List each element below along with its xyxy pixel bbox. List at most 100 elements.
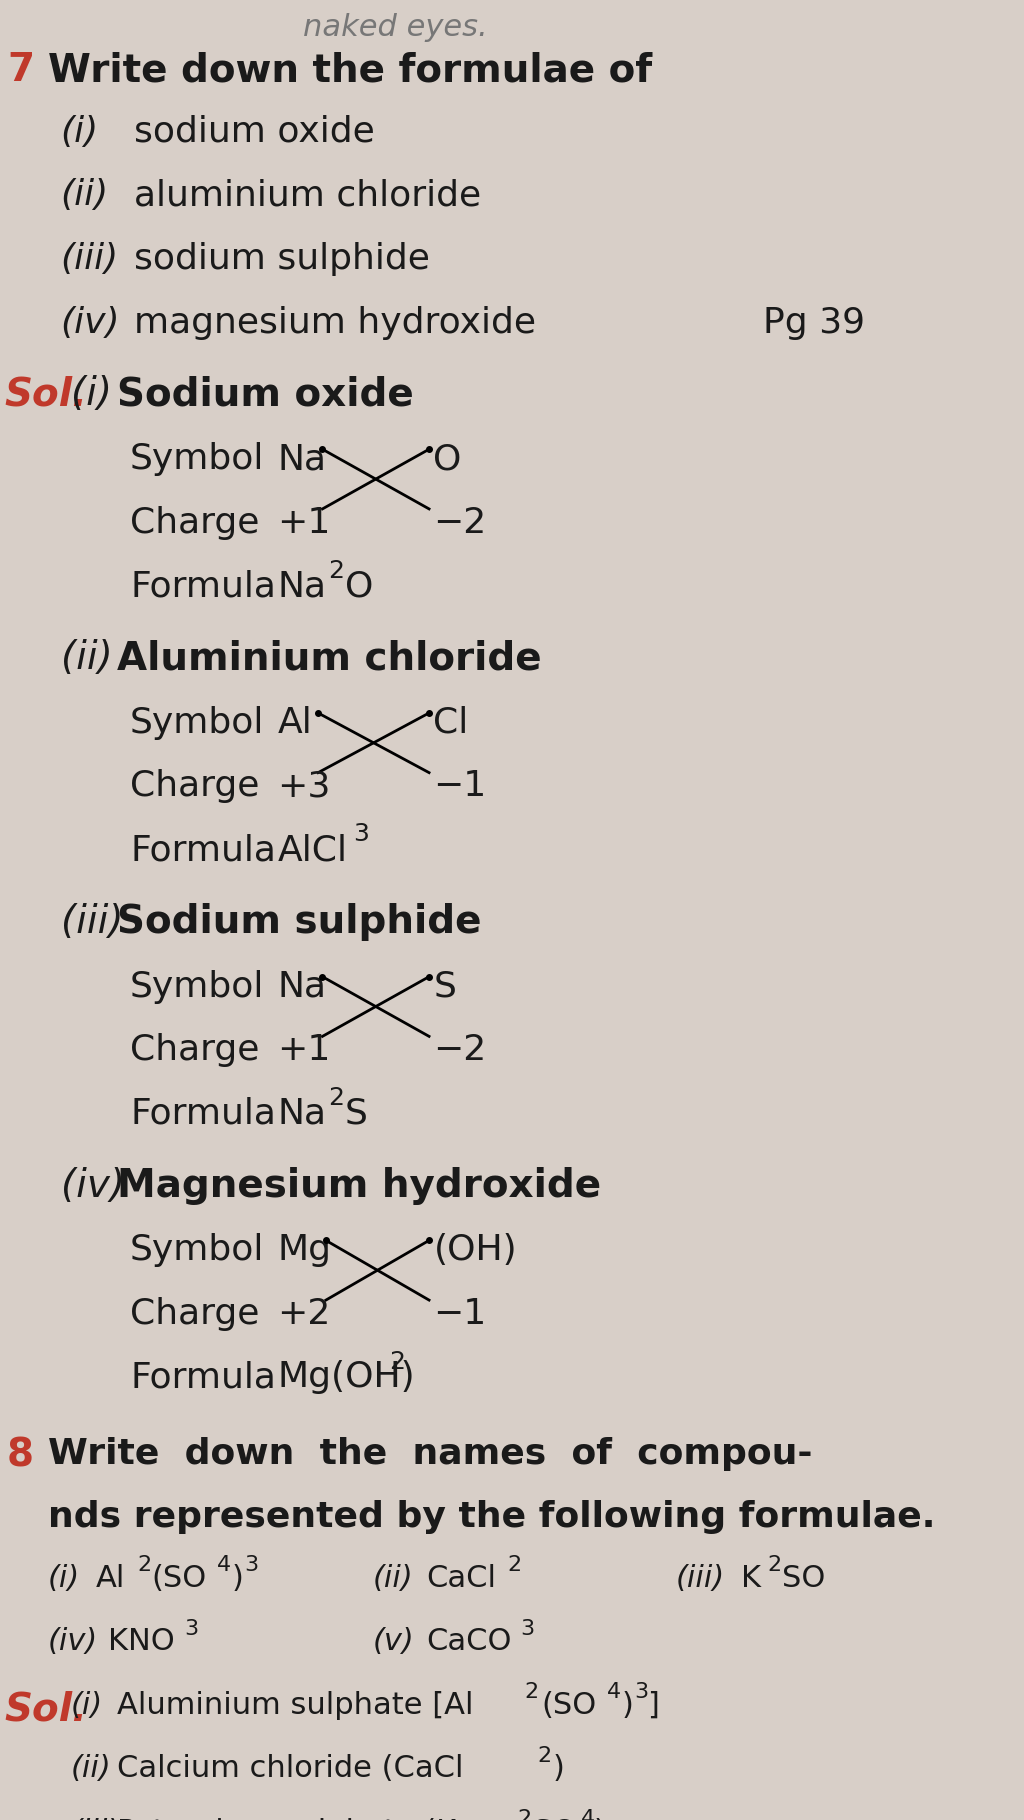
Text: Sodium oxide: Sodium oxide bbox=[117, 375, 414, 413]
Text: (iii): (iii) bbox=[676, 1563, 725, 1592]
Text: KNO: KNO bbox=[109, 1627, 175, 1656]
Text: (iii): (iii) bbox=[60, 242, 119, 277]
Text: Aluminium sulphate [Al: Aluminium sulphate [Al bbox=[117, 1691, 473, 1720]
Text: ): ) bbox=[552, 1754, 564, 1784]
Text: nds represented by the following formulae.: nds represented by the following formula… bbox=[48, 1500, 935, 1534]
Text: 2: 2 bbox=[137, 1554, 152, 1574]
Text: (i): (i) bbox=[71, 375, 112, 413]
Text: (ii): (ii) bbox=[373, 1563, 414, 1592]
Text: (iv): (iv) bbox=[48, 1627, 98, 1656]
Text: Charge: Charge bbox=[130, 1298, 259, 1330]
Text: Na: Na bbox=[278, 442, 327, 477]
Text: Symbol: Symbol bbox=[130, 706, 264, 741]
Text: (i): (i) bbox=[60, 115, 99, 149]
Text: Charge: Charge bbox=[130, 770, 259, 803]
Text: (ii): (ii) bbox=[60, 178, 109, 213]
Text: Sol.: Sol. bbox=[4, 1691, 87, 1729]
Text: (i): (i) bbox=[48, 1563, 80, 1592]
Text: Symbol: Symbol bbox=[130, 970, 264, 1003]
Text: (SO: (SO bbox=[542, 1691, 597, 1720]
Text: Write  down  the  names  of  compou-: Write down the names of compou- bbox=[48, 1436, 812, 1471]
Text: −2: −2 bbox=[433, 1034, 486, 1067]
Text: 3: 3 bbox=[353, 823, 369, 846]
Text: Na: Na bbox=[278, 1097, 327, 1130]
Text: naked eyes.: naked eyes. bbox=[303, 13, 488, 42]
Text: Cl: Cl bbox=[433, 706, 469, 741]
Text: 2: 2 bbox=[328, 1087, 344, 1110]
Text: SO: SO bbox=[534, 1818, 577, 1820]
Text: O: O bbox=[345, 570, 374, 602]
Text: (iv): (iv) bbox=[60, 1167, 125, 1205]
Text: +3: +3 bbox=[278, 770, 331, 803]
Text: CaCO: CaCO bbox=[426, 1627, 512, 1656]
Text: aluminium chloride: aluminium chloride bbox=[134, 178, 481, 213]
Text: 3: 3 bbox=[635, 1682, 648, 1702]
Text: Charge: Charge bbox=[130, 506, 259, 541]
Text: +1: +1 bbox=[278, 506, 331, 541]
Text: Potassium sulphate (K: Potassium sulphate (K bbox=[117, 1818, 456, 1820]
Text: Sodium sulphide: Sodium sulphide bbox=[117, 903, 481, 941]
Text: Formula: Formula bbox=[130, 834, 275, 866]
Text: magnesium hydroxide: magnesium hydroxide bbox=[134, 306, 537, 340]
Text: S: S bbox=[433, 970, 457, 1003]
Text: (SO: (SO bbox=[152, 1563, 207, 1592]
Text: (ii): (ii) bbox=[71, 1754, 112, 1784]
Text: (iii): (iii) bbox=[71, 1818, 121, 1820]
Text: 2: 2 bbox=[517, 1809, 531, 1820]
Text: Al: Al bbox=[278, 706, 312, 741]
Text: (iv): (iv) bbox=[60, 306, 120, 340]
Text: (i): (i) bbox=[71, 1691, 103, 1720]
Text: Al: Al bbox=[95, 1563, 125, 1592]
Text: ): ) bbox=[231, 1563, 244, 1592]
Text: 2: 2 bbox=[389, 1350, 406, 1374]
Text: Aluminium chloride: Aluminium chloride bbox=[117, 639, 542, 677]
Text: 3: 3 bbox=[184, 1618, 199, 1638]
Text: (ii): (ii) bbox=[60, 639, 113, 677]
Text: (iii): (iii) bbox=[60, 903, 123, 941]
Text: +2: +2 bbox=[278, 1298, 331, 1330]
Text: K: K bbox=[741, 1563, 761, 1592]
Text: Write down the formulae of: Write down the formulae of bbox=[48, 51, 652, 89]
Text: O: O bbox=[433, 442, 462, 477]
Text: 3: 3 bbox=[245, 1554, 259, 1574]
Text: 7: 7 bbox=[7, 51, 34, 89]
Text: Sol.: Sol. bbox=[4, 375, 87, 413]
Text: Calcium chloride (CaCl: Calcium chloride (CaCl bbox=[117, 1754, 464, 1784]
Text: CaCl: CaCl bbox=[426, 1563, 497, 1592]
Text: Charge: Charge bbox=[130, 1034, 259, 1067]
Text: 2: 2 bbox=[328, 559, 344, 582]
Text: ): ) bbox=[622, 1691, 634, 1720]
Text: (v): (v) bbox=[373, 1627, 415, 1656]
Text: ]: ] bbox=[647, 1691, 659, 1720]
Text: 2: 2 bbox=[767, 1554, 781, 1574]
Text: −1: −1 bbox=[433, 770, 486, 803]
Text: 3: 3 bbox=[520, 1618, 535, 1638]
Text: 2: 2 bbox=[524, 1682, 539, 1702]
Text: AlCl: AlCl bbox=[278, 834, 347, 866]
Text: sodium oxide: sodium oxide bbox=[134, 115, 375, 149]
Text: +1: +1 bbox=[278, 1034, 331, 1067]
Text: Formula: Formula bbox=[130, 1097, 275, 1130]
Text: Na: Na bbox=[278, 570, 327, 602]
Text: 4: 4 bbox=[217, 1554, 230, 1574]
Text: 4: 4 bbox=[581, 1809, 595, 1820]
Text: Pg 39: Pg 39 bbox=[763, 306, 865, 340]
Text: Mg: Mg bbox=[278, 1234, 332, 1267]
Text: Magnesium hydroxide: Magnesium hydroxide bbox=[117, 1167, 601, 1205]
Text: Symbol: Symbol bbox=[130, 442, 264, 477]
Text: S: S bbox=[345, 1097, 368, 1130]
Text: (OH): (OH) bbox=[433, 1234, 517, 1267]
Text: Formula: Formula bbox=[130, 1361, 275, 1394]
Text: SO: SO bbox=[782, 1563, 825, 1592]
Text: −2: −2 bbox=[433, 506, 486, 541]
Text: 8: 8 bbox=[7, 1436, 34, 1474]
Text: 2: 2 bbox=[507, 1554, 521, 1574]
Text: Formula: Formula bbox=[130, 570, 275, 602]
Text: Symbol: Symbol bbox=[130, 1234, 264, 1267]
Text: Na: Na bbox=[278, 970, 327, 1003]
Text: 2: 2 bbox=[538, 1745, 552, 1765]
Text: Mg(OH): Mg(OH) bbox=[278, 1361, 415, 1394]
Text: sodium sulphide: sodium sulphide bbox=[134, 242, 430, 277]
Text: −1: −1 bbox=[433, 1298, 486, 1330]
Text: 4: 4 bbox=[607, 1682, 621, 1702]
